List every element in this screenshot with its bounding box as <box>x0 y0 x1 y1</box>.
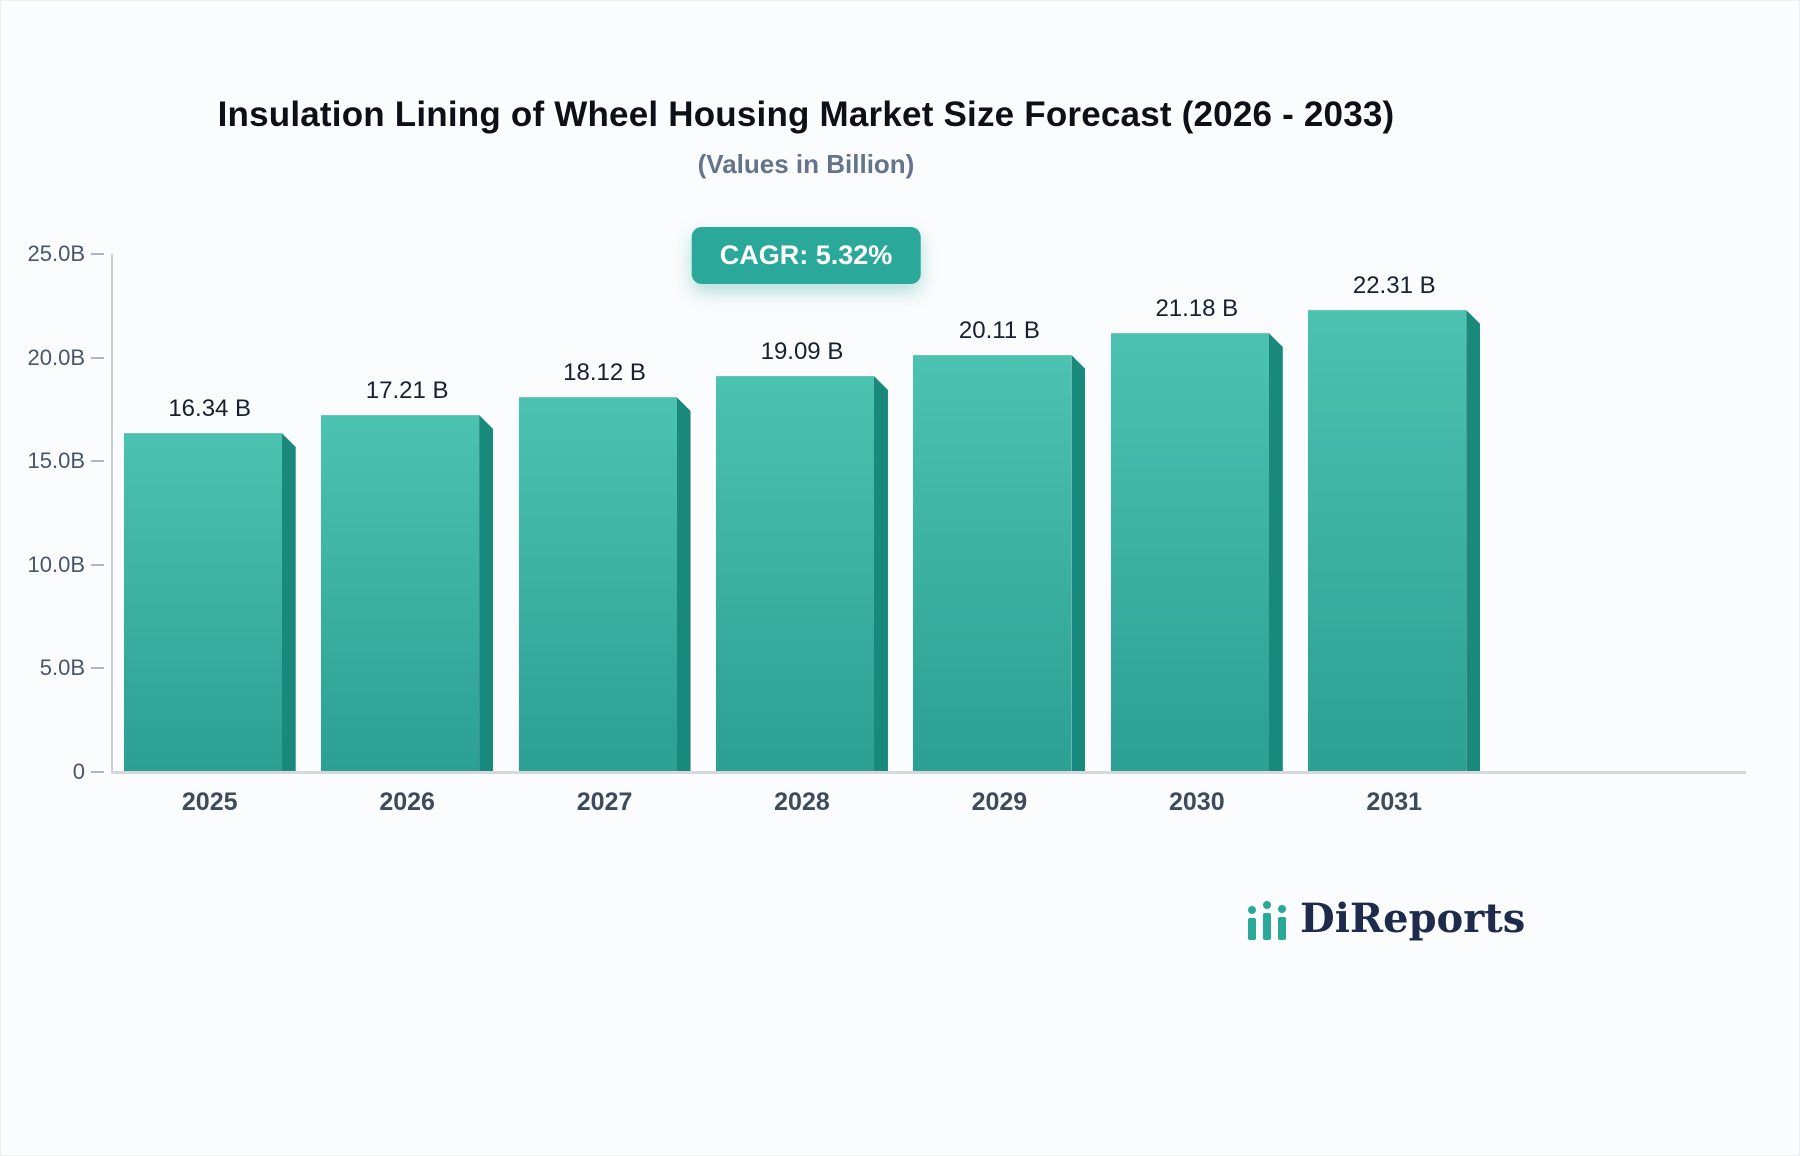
y-tick-label: 0 <box>72 759 85 784</box>
y-tick-mark <box>91 356 104 359</box>
y-tick-label: 25.0B <box>27 241 86 266</box>
y-tick-label: 15.0B <box>27 448 86 474</box>
plot-area: 16.34 B 2025 17.21 B 2026 18.12 B 2027 19.09 B… <box>111 254 1493 816</box>
bar-value-label: 22.31 B <box>1352 272 1436 299</box>
bar-slot: 17.21 B 2026 <box>308 254 505 816</box>
bar-value-label: 18.12 B <box>563 359 646 386</box>
bar-front-face <box>123 433 282 772</box>
bar-value-label: 19.09 B <box>760 338 844 365</box>
y-tick-mark <box>91 563 104 566</box>
bar-value-label: 16.34 B <box>168 395 252 422</box>
x-axis-line <box>111 771 1746 774</box>
bar-slot: 22.31 B 2031 <box>1296 254 1493 816</box>
bar-value-label: 21.18 B <box>1155 295 1239 322</box>
y-tick-label: 5.0B <box>39 655 85 681</box>
bar-front-face <box>518 397 677 772</box>
bar: 19.09 B <box>715 338 888 772</box>
x-axis-label: 2030 <box>1169 788 1225 816</box>
bar: 21.18 B <box>1110 295 1283 772</box>
bar-chart: 25.0B 20.0B 15.0B 10.0B 5.0B 0 16.34 B 2025 17.… <box>1 241 1799 816</box>
bar: 16.34 B <box>123 395 296 772</box>
bar-side-face <box>873 376 888 772</box>
x-axis-label: 2029 <box>971 788 1028 816</box>
x-axis-label: 2031 <box>1366 788 1423 816</box>
bar: 22.31 B <box>1308 272 1481 772</box>
bar-front-face <box>1110 333 1269 772</box>
y-axis-line <box>111 254 113 772</box>
y-axis: 25.0B 20.0B 15.0B 10.0B 5.0B 0 <box>1 241 111 784</box>
x-axis-label: 2025 <box>181 788 238 816</box>
bar: 17.21 B <box>321 377 494 772</box>
bar-side-face <box>1071 355 1086 772</box>
y-tick-mark <box>91 771 104 773</box>
chart-title: Insulation Lining of Wheel Housing Marke… <box>217 95 1395 134</box>
bar-value-label: 17.21 B <box>365 377 449 404</box>
chart-subtitle: (Values in Billion) <box>697 149 915 179</box>
brand-name: DiReports <box>1300 895 1526 942</box>
y-tick-mark <box>91 253 104 255</box>
bar-slot: 21.18 B 2030 <box>1098 254 1295 816</box>
bar-slot: 19.09 B 2028 <box>703 254 900 816</box>
x-axis-label: 2028 <box>774 788 830 816</box>
bar-front-face <box>321 415 480 772</box>
bar-value-label: 20.11 B <box>958 317 1040 344</box>
bar-slot: 16.34 B 2025 <box>111 254 308 816</box>
bar-side-face <box>1466 310 1481 772</box>
y-tick-mark <box>91 460 104 463</box>
bar-side-face <box>1268 333 1283 772</box>
bar-slot: 20.11 B 2029 <box>901 254 1098 816</box>
bar: 20.11 B <box>913 317 1086 772</box>
bar-side-face <box>479 415 494 772</box>
x-axis-label: 2027 <box>576 788 633 816</box>
bar-front-face <box>913 355 1072 772</box>
bar-slot: 18.12 B 2027 <box>506 254 703 816</box>
y-tick-label: 20.0B <box>27 344 86 370</box>
x-axis-label: 2026 <box>379 788 435 816</box>
direports-logo: DiReports <box>1244 896 1525 942</box>
bar-front-face <box>715 376 874 772</box>
y-tick-mark <box>91 667 104 670</box>
cagr-badge: CAGR: 5.32% <box>691 227 921 284</box>
bar-front-face <box>1308 310 1467 772</box>
y-tick-label: 10.0B <box>27 551 86 577</box>
bar-side-face <box>676 397 691 772</box>
bar: 18.12 B <box>518 359 691 772</box>
bar-side-face <box>281 433 296 772</box>
bar-chart-logo-icon <box>1248 901 1286 940</box>
